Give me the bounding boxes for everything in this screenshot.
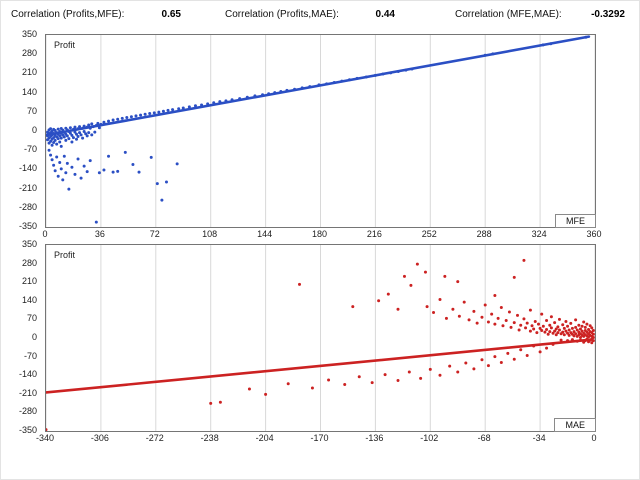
mae-chart-y-axis-labels: 350 280 210 140 70 0 -70 -140 -210 -280 -350 xyxy=(1,239,41,445)
x-tick-label: -272 xyxy=(145,433,164,443)
y-tick-label: 280 xyxy=(21,48,37,59)
correlation-header: Correlation (Profits,MFE): 0.65 Correlat… xyxy=(1,1,639,31)
x-tick-label: 180 xyxy=(311,229,328,239)
y-tick-label: -210 xyxy=(18,182,37,193)
y-tick-label: 140 xyxy=(21,294,37,305)
correlation-mfe-mae-label: Correlation (MFE,MAE): xyxy=(455,9,562,20)
mae-scatter-plot xyxy=(46,245,595,431)
correlation-profits-mfe-value: 0.65 xyxy=(161,9,181,20)
y-tick-label: 280 xyxy=(21,257,37,268)
y-tick-label: 70 xyxy=(26,313,37,324)
x-tick-label: -306 xyxy=(90,433,109,443)
mfe-chart-y-axis-labels: 350 280 210 140 70 0 -70 -140 -210 -280 -350 xyxy=(1,29,41,241)
correlation-mfe-mae: Correlation (MFE,MAE): -0.3292 xyxy=(419,9,625,20)
x-tick-label: -34 xyxy=(532,433,546,443)
correlation-profits-mae-value: 0.44 xyxy=(375,9,395,20)
y-tick-label: -70 xyxy=(23,144,37,155)
profit-vs-mae-chart: 350 280 210 140 70 0 -70 -140 -210 -280 -350 Profi… xyxy=(1,239,597,445)
y-tick-label: 70 xyxy=(26,105,37,116)
y-tick-label: -280 xyxy=(18,406,37,417)
y-tick-label: -350 xyxy=(18,425,37,435)
mfe-chart-plot-area: Profit MFE xyxy=(45,34,596,228)
mfe-axis-label: MFE xyxy=(555,214,596,228)
mfe-scatter-plot xyxy=(46,35,595,227)
x-tick-label: 216 xyxy=(366,229,382,239)
mae-chart-profit-axis-label: Profit xyxy=(53,250,77,260)
mfe-chart-x-axis-labels: 0 36 72 108 144 180 216 252 288 324 360 xyxy=(42,228,601,241)
x-tick-label: 324 xyxy=(531,229,547,239)
x-tick-label: -340 xyxy=(35,433,55,443)
x-tick-label: 144 xyxy=(257,229,273,239)
correlation-profits-mfe: Correlation (Profits,MFE): 0.65 xyxy=(11,9,195,20)
correlation-profits-mfe-label: Correlation (Profits,MFE): xyxy=(11,9,125,20)
y-tick-label: -210 xyxy=(18,387,37,398)
y-tick-label: 210 xyxy=(21,67,37,78)
mae-axis-label: MAE xyxy=(554,418,596,432)
y-tick-label: -350 xyxy=(18,221,37,231)
mae-chart-plot-area: Profit MAE xyxy=(45,244,596,432)
x-tick-label: 0 xyxy=(42,229,48,239)
y-tick-label: -280 xyxy=(18,201,37,212)
x-tick-label: 108 xyxy=(202,229,218,239)
mfe-chart-profit-axis-label: Profit xyxy=(53,40,77,50)
x-tick-label: 36 xyxy=(94,229,105,239)
x-tick-label: 360 xyxy=(586,229,602,239)
mae-chart-x-axis-labels: -340 -306 -272 -238 -204 -170 -136 -102 -68 -34 0 xyxy=(36,432,597,445)
y-tick-label: 0 xyxy=(31,125,37,135)
x-tick-label: 0 xyxy=(591,433,597,443)
x-tick-label: 72 xyxy=(149,229,160,239)
x-tick-label: -68 xyxy=(477,433,491,443)
x-tick-label: 252 xyxy=(421,229,437,239)
x-tick-label: 288 xyxy=(476,229,492,239)
y-tick-label: 140 xyxy=(21,86,37,97)
y-tick-label: 210 xyxy=(21,276,37,287)
x-tick-label: -170 xyxy=(310,433,329,443)
correlation-profits-mae: Correlation (Profits,MAE): 0.44 xyxy=(195,9,419,20)
x-tick-label: -136 xyxy=(365,433,384,443)
y-tick-label: 350 xyxy=(21,239,37,249)
y-tick-label: -140 xyxy=(18,163,37,174)
correlation-mfe-mae-value: -0.3292 xyxy=(591,9,625,20)
x-tick-label: -102 xyxy=(420,433,439,443)
y-tick-label: 0 xyxy=(31,332,37,342)
y-tick-label: -140 xyxy=(18,369,37,380)
y-tick-label: -70 xyxy=(23,350,37,361)
y-tick-label: 350 xyxy=(21,29,37,39)
correlation-profits-mae-label: Correlation (Profits,MAE): xyxy=(225,9,339,20)
x-tick-label: -238 xyxy=(200,433,219,443)
profit-vs-mfe-chart: 350 280 210 140 70 0 -70 -140 -210 -280 -350 Profi… xyxy=(1,29,602,241)
x-tick-label: -204 xyxy=(255,433,274,443)
